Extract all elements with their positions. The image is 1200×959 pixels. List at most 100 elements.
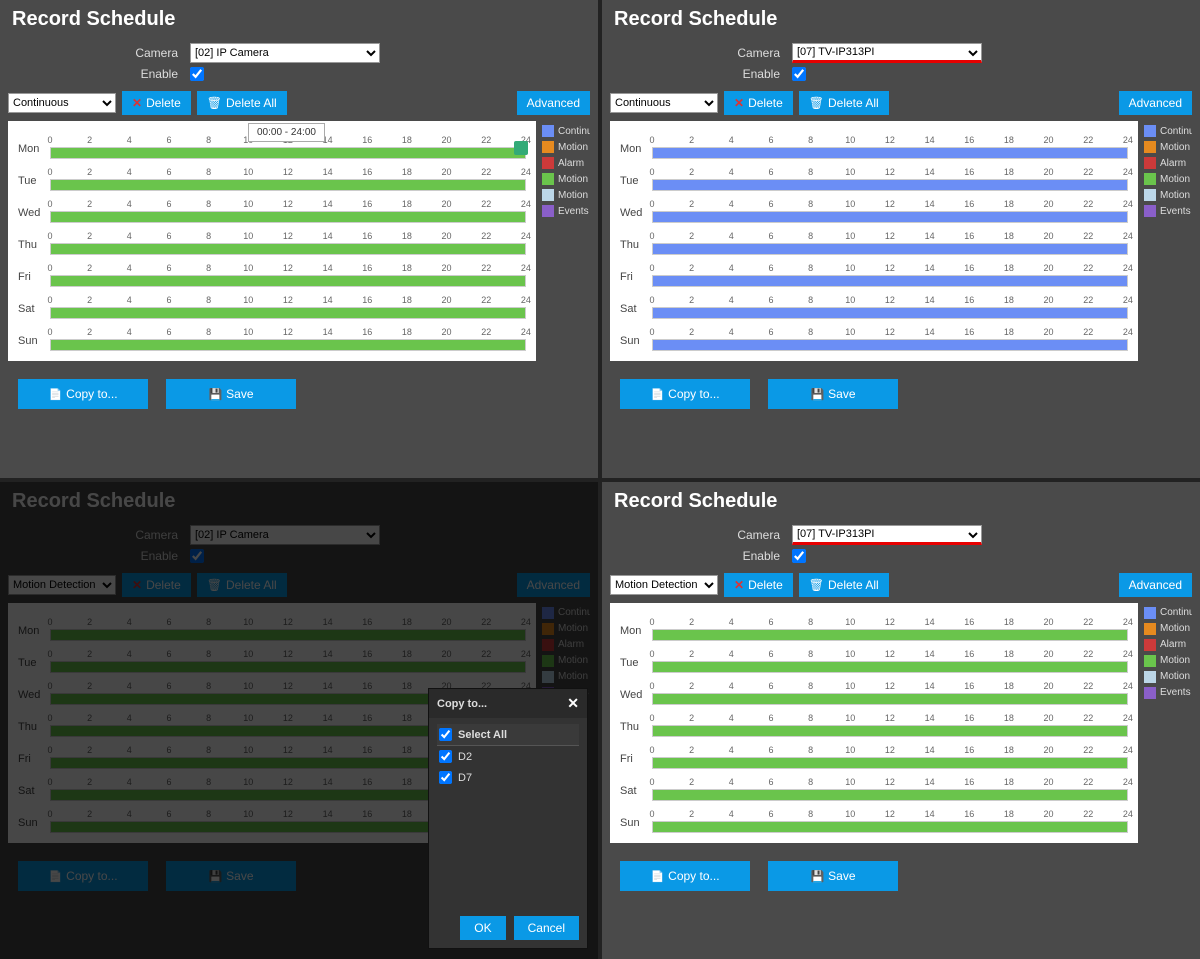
copy-to-button[interactable]: Copy to... bbox=[620, 861, 750, 891]
day-label: Tue bbox=[620, 657, 652, 673]
schedule-bar[interactable] bbox=[652, 243, 1128, 255]
enable-checkbox[interactable] bbox=[190, 67, 204, 81]
panel-bottom-right: Record ScheduleCamera[07] TV-IP313PIEnab… bbox=[602, 482, 1200, 959]
day-label: Wed bbox=[620, 689, 652, 705]
x-icon: ✕ bbox=[734, 96, 744, 110]
camera-select[interactable]: [07] TV-IP313PI bbox=[792, 525, 982, 545]
camera-label: Camera bbox=[0, 46, 190, 60]
legend-item: Alarm bbox=[542, 157, 590, 169]
legend-swatch bbox=[1144, 671, 1156, 683]
select-all-checkbox[interactable] bbox=[439, 728, 452, 741]
day-label: Thu bbox=[18, 239, 50, 255]
recording-type-select[interactable]: Continuous bbox=[8, 93, 116, 113]
schedule-bar[interactable] bbox=[652, 147, 1128, 159]
schedule-bar[interactable] bbox=[652, 821, 1128, 833]
legend-swatch bbox=[542, 157, 554, 169]
legend-item: Motion bbox=[1144, 173, 1192, 185]
camera-checkbox[interactable] bbox=[439, 750, 452, 763]
legend-swatch bbox=[1144, 639, 1156, 651]
save-button[interactable]: Save bbox=[768, 379, 898, 409]
enable-label: Enable bbox=[602, 67, 792, 81]
delete-all-button[interactable]: 🗑Delete All bbox=[799, 91, 889, 115]
schedule-chart[interactable]: MonTueWedThuFriSatSun bbox=[610, 603, 1138, 843]
legend-item: Motion bbox=[1144, 189, 1192, 201]
schedule-bar[interactable] bbox=[652, 789, 1128, 801]
schedule-bar[interactable] bbox=[652, 339, 1128, 351]
schedule-bar[interactable] bbox=[652, 757, 1128, 769]
schedule-chart[interactable]: Mon00:00 - 24:00TueWedThuFriSatSun bbox=[8, 121, 536, 361]
schedule-chart[interactable]: MonTueWedThuFriSatSun bbox=[610, 121, 1138, 361]
panel-top-right: Record ScheduleCamera[07] TV-IP313PIEnab… bbox=[602, 0, 1200, 478]
recording-type-select[interactable]: Continuous bbox=[610, 93, 718, 113]
advanced-button[interactable]: Advanced bbox=[517, 91, 590, 115]
close-icon[interactable]: ✕ bbox=[567, 695, 579, 712]
bar-end-handle-icon[interactable] bbox=[514, 141, 528, 155]
schedule-bar[interactable] bbox=[652, 211, 1128, 223]
day-label: Fri bbox=[18, 271, 50, 287]
copy-icon bbox=[48, 387, 62, 401]
delete-button[interactable]: ✕Delete bbox=[724, 573, 793, 597]
schedule-bar[interactable] bbox=[50, 307, 526, 319]
schedule-bar[interactable] bbox=[652, 275, 1128, 287]
copy-to-dialog: Copy to...✕Select AllD2D7OKCancel bbox=[428, 688, 588, 949]
delete-button[interactable]: ✕Delete bbox=[122, 91, 191, 115]
legend-item: Motion bbox=[1144, 655, 1192, 667]
enable-checkbox[interactable] bbox=[792, 67, 806, 81]
copy-to-button[interactable]: Copy to... bbox=[18, 379, 148, 409]
save-icon bbox=[810, 387, 824, 401]
schedule-bar[interactable] bbox=[50, 275, 526, 287]
save-button[interactable]: Save bbox=[166, 379, 296, 409]
enable-label: Enable bbox=[0, 67, 190, 81]
ok-button[interactable]: OK bbox=[460, 916, 505, 940]
delete-all-button[interactable]: 🗑Delete All bbox=[799, 573, 889, 597]
enable-checkbox[interactable] bbox=[792, 549, 806, 563]
legend-item: Events bbox=[1144, 687, 1192, 699]
schedule-bar[interactable] bbox=[50, 147, 526, 159]
day-label: Mon bbox=[620, 143, 652, 159]
day-label: Wed bbox=[620, 207, 652, 223]
schedule-bar[interactable] bbox=[652, 725, 1128, 737]
schedule-bar[interactable] bbox=[50, 211, 526, 223]
recording-type-select[interactable]: Motion Detection bbox=[610, 575, 718, 595]
schedule-bar[interactable] bbox=[652, 307, 1128, 319]
screenshot-grid: Record ScheduleCamera[02] IP CameraEnabl… bbox=[0, 0, 1200, 959]
time-range-tooltip: 00:00 - 24:00 bbox=[248, 123, 325, 142]
copy-to-button[interactable]: Copy to... bbox=[620, 379, 750, 409]
day-label: Sat bbox=[18, 303, 50, 319]
legend-item: Continuous bbox=[542, 125, 590, 137]
legend-swatch bbox=[542, 141, 554, 153]
legend-item: Events bbox=[542, 205, 590, 217]
panel-top-left: Record ScheduleCamera[02] IP CameraEnabl… bbox=[0, 0, 598, 478]
legend-swatch bbox=[542, 125, 554, 137]
camera-select[interactable]: [07] TV-IP313PI bbox=[792, 43, 982, 63]
trash-icon: 🗑 bbox=[207, 96, 222, 110]
schedule-bar[interactable] bbox=[50, 243, 526, 255]
camera-checkbox[interactable] bbox=[439, 771, 452, 784]
legend-item: Motion bbox=[1144, 623, 1192, 635]
cancel-button[interactable]: Cancel bbox=[514, 916, 579, 940]
legend-swatch bbox=[1144, 687, 1156, 699]
schedule-bar[interactable] bbox=[652, 693, 1128, 705]
schedule-bar[interactable] bbox=[652, 629, 1128, 641]
legend-swatch bbox=[1144, 623, 1156, 635]
save-button[interactable]: Save bbox=[768, 861, 898, 891]
legend-item: Alarm bbox=[1144, 157, 1192, 169]
delete-button[interactable]: ✕Delete bbox=[724, 91, 793, 115]
day-label: Sun bbox=[620, 335, 652, 351]
advanced-button[interactable]: Advanced bbox=[1119, 91, 1192, 115]
trash-icon: 🗑 bbox=[809, 578, 824, 592]
schedule-bar[interactable] bbox=[652, 179, 1128, 191]
legend-swatch bbox=[1144, 205, 1156, 217]
copy-icon bbox=[650, 387, 664, 401]
legend-swatch bbox=[542, 205, 554, 217]
delete-all-button[interactable]: 🗑Delete All bbox=[197, 91, 287, 115]
legend-item: Events bbox=[1144, 205, 1192, 217]
schedule-bar[interactable] bbox=[652, 661, 1128, 673]
advanced-button[interactable]: Advanced bbox=[1119, 573, 1192, 597]
schedule-bar[interactable] bbox=[50, 179, 526, 191]
day-label: Wed bbox=[18, 207, 50, 223]
day-label: Tue bbox=[620, 175, 652, 191]
select-all-label: Select All bbox=[458, 729, 507, 741]
schedule-bar[interactable] bbox=[50, 339, 526, 351]
camera-select[interactable]: [02] IP Camera bbox=[190, 43, 380, 63]
